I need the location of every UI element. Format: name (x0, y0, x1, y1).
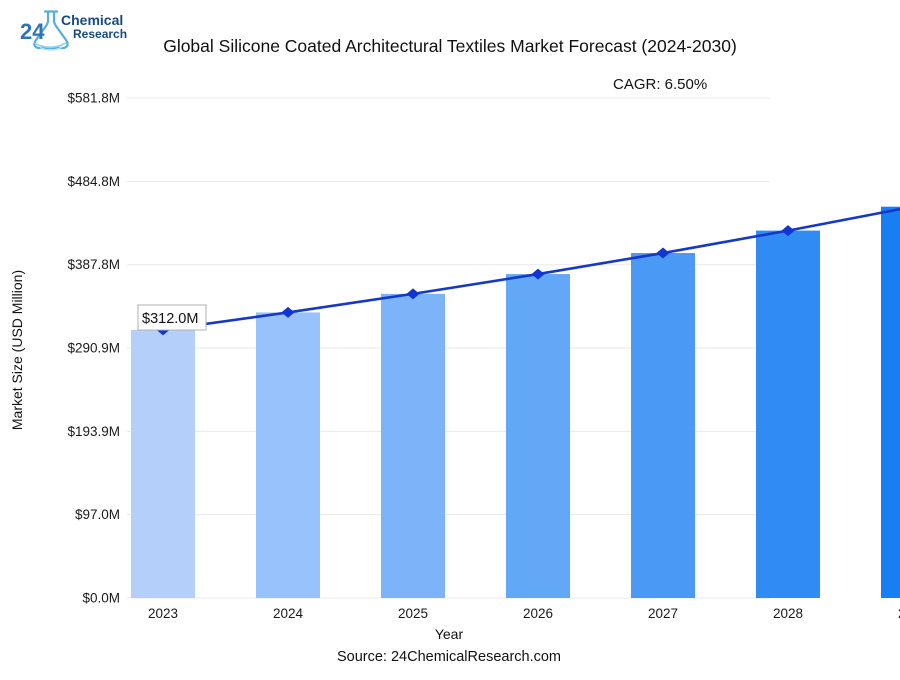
x-tick-label: 2029 (898, 606, 900, 621)
y-tick-label: $193.9M (67, 424, 120, 439)
y-tick-label: $0.0M (82, 591, 120, 606)
logo-number: 24 (20, 19, 45, 44)
y-tick-label: $290.9M (67, 341, 120, 356)
x-axis-title: Year (434, 626, 464, 642)
cagr-label: CAGR: 6.50% (613, 76, 708, 93)
flask-icon (33, 10, 69, 51)
bar-2029 (881, 206, 900, 598)
y-tick-label: $387.8M (67, 257, 120, 272)
marker-2025 (406, 288, 420, 300)
chart-title: Global Silicone Coated Architectural Tex… (163, 36, 737, 56)
x-tick-label: 2027 (648, 606, 678, 621)
bar-2023 (131, 329, 195, 598)
bar-2025 (381, 293, 445, 598)
annotation-label: $312.0M (142, 311, 198, 327)
marker-2027 (656, 247, 670, 259)
y-tick-label: $97.0M (75, 507, 120, 522)
x-tick-label: 2026 (523, 606, 553, 621)
bar-2027 (631, 253, 695, 598)
x-tick-label: 2023 (148, 606, 178, 621)
bar-2024 (256, 312, 320, 598)
source-caption: Source: 24ChemicalResearch.com (336, 649, 562, 665)
marker-2026 (531, 268, 545, 280)
y-tick-label: $484.8M (67, 174, 120, 189)
logo-line2: Research (73, 27, 127, 41)
marker-2028 (781, 225, 795, 237)
x-tick-label: 2028 (773, 606, 803, 621)
annotation-box (137, 304, 207, 331)
bar-2028 (756, 230, 820, 598)
bar-2026 (506, 274, 570, 598)
brand-logo: 24 Chemical Research (20, 10, 127, 51)
x-tick-label: 2024 (273, 606, 304, 621)
logo-line1: Chemical (61, 12, 123, 28)
y-tick-label: $581.8M (67, 91, 120, 106)
marker-2024 (281, 306, 295, 318)
x-tick-label: 2025 (398, 606, 428, 621)
